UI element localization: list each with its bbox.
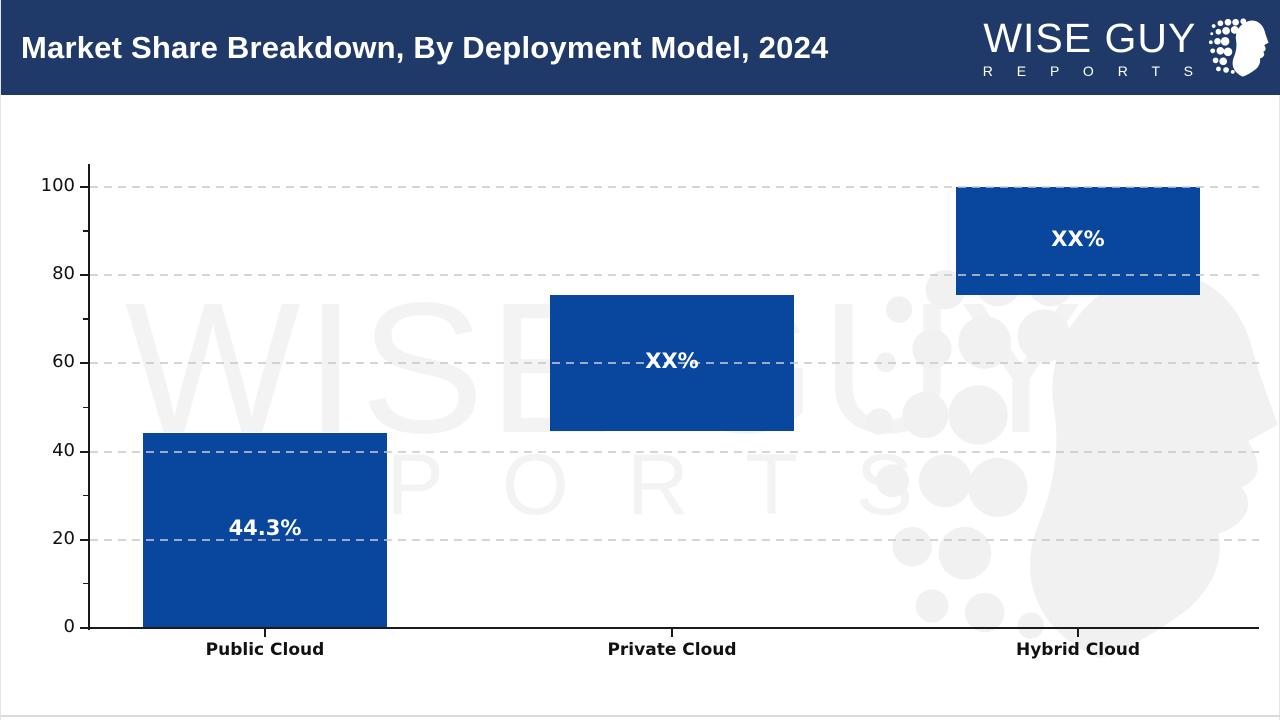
x-axis-line — [88, 627, 1259, 629]
y-tick-label: 20 — [52, 527, 75, 549]
bottom-divider — [1, 715, 1280, 717]
y-axis-tick — [80, 186, 88, 188]
y-axis-minor-tick — [83, 582, 88, 585]
brand-name: WISE GUY — [983, 14, 1197, 61]
y-axis-tick — [80, 362, 88, 365]
gridline — [90, 362, 1259, 365]
bar-value-label: 44.3% — [228, 516, 302, 541]
bar-hybrid-cloud — [956, 187, 1200, 296]
gridline — [90, 450, 1259, 453]
y-tick-label: 80 — [52, 263, 75, 285]
brand-subname: R E P O R T S — [982, 62, 1203, 79]
y-tick-label: 40 — [52, 439, 75, 461]
x-category-label: Private Cloud — [607, 640, 737, 660]
y-axis-tick — [80, 627, 88, 629]
y-axis-minor-tick — [83, 406, 88, 408]
x-axis-tick — [671, 629, 673, 637]
x-axis-tick — [264, 629, 266, 637]
brand-logo: WISE GUY R E P O R T S — [977, 8, 1269, 88]
y-axis-tick — [80, 450, 88, 453]
gridline — [90, 186, 1259, 188]
y-tick-label: 100 — [40, 175, 75, 196]
y-axis-minor-tick — [83, 494, 88, 497]
bar-value-label: XX% — [645, 348, 699, 373]
y-axis-tick — [80, 274, 88, 277]
page-title: Market Share Breakdown, By Deployment Mo… — [21, 30, 829, 65]
gridline — [90, 538, 1259, 541]
y-axis-minor-tick — [83, 318, 88, 320]
x-axis-tick — [1077, 629, 1079, 637]
x-category-label: Public Cloud — [205, 640, 325, 660]
y-tick-label: 60 — [52, 351, 75, 373]
header-bar: Market Share Breakdown, By Deployment Mo… — [1, 0, 1280, 95]
y-axis-minor-tick — [83, 230, 88, 232]
y-tick-label: 0 — [63, 616, 75, 637]
brand-logo-text: WISE GUY R E P O R T S — [977, 14, 1203, 79]
bar-value-label: XX% — [1051, 227, 1105, 252]
x-category-label: Hybrid Cloud — [1015, 640, 1141, 660]
bar-public-cloud — [143, 432, 387, 628]
brand-face-icon — [1208, 18, 1269, 77]
y-axis-tick — [80, 538, 88, 541]
gridline — [90, 274, 1259, 277]
y-axis-line — [88, 164, 90, 630]
